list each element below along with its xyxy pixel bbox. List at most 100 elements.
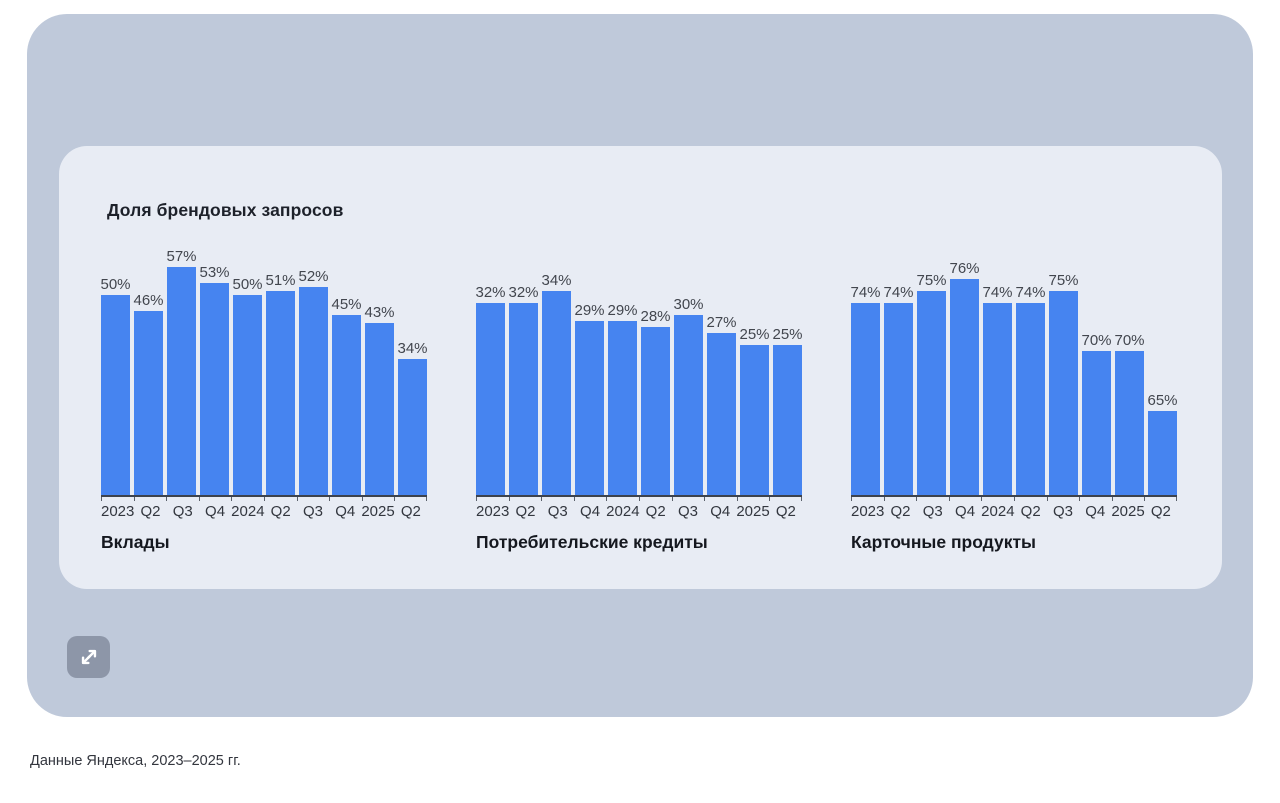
axis-tick: [639, 497, 640, 501]
bar-chart-card-products: 74% 74% 75% 76% 74% 74% 75% 70% 70% 65% 2023 Q2 Q3 Q…: [850, 255, 1178, 553]
chart-title: Потребительские кредиты: [476, 531, 708, 552]
plot-area: 74% 74% 75% 76% 74% 74% 75% 70% 70% 65%: [850, 255, 1178, 497]
x-axis-label: Q2: [890, 503, 911, 520]
bar-value-label: 34%: [541, 272, 572, 289]
bar: 45%: [331, 297, 362, 495]
x-axis-label: 2025: [1111, 503, 1145, 520]
bar: 46%: [133, 293, 164, 495]
bar: 32%: [475, 285, 506, 495]
bar: 50%: [100, 277, 131, 495]
x-axis-labels: 2023 Q2 Q3 Q4 2024 Q2 Q3 Q4 2025 Q2: [851, 503, 1177, 521]
plot-area: 50% 46% 57% 53% 50% 51% 52% 45% 43% 34%: [100, 249, 428, 497]
bar: 51%: [265, 273, 296, 495]
axis-tick: [476, 497, 477, 501]
bar: 74%: [850, 285, 881, 495]
axis-tick: [704, 497, 706, 501]
x-axis-label: Q4: [580, 503, 601, 520]
axis-tick: [769, 497, 771, 501]
bar-value-label: 28%: [640, 308, 671, 325]
axis-tick: [1111, 497, 1113, 501]
bar: 74%: [883, 285, 914, 495]
x-axis-label: Q2: [1150, 503, 1171, 520]
bar-value-label: 25%: [739, 326, 770, 343]
chart-card: Доля брендовых запросов 50% 46% 57% 53% 50% 5…: [59, 146, 1222, 589]
bar: 52%: [298, 269, 329, 495]
axis-tick: [1046, 497, 1048, 501]
x-axis-label: Q2: [400, 503, 421, 520]
bar-value-label: 29%: [607, 302, 638, 319]
x-axis-label: Q2: [515, 503, 536, 520]
axis-tick: [671, 497, 673, 501]
bar: 74%: [1015, 285, 1046, 495]
x-axis-label: Q2: [775, 503, 796, 520]
x-axis-label: Q4: [710, 503, 731, 520]
x-axis-label: 2023: [851, 503, 885, 520]
bar: 75%: [1048, 273, 1079, 495]
axis-tick: [981, 497, 983, 501]
axis-tick: [264, 497, 265, 501]
bar: 70%: [1081, 333, 1112, 495]
chart-title: Вклады: [101, 531, 170, 552]
bar-value-label: 52%: [298, 268, 329, 285]
x-axis-label: Q2: [1020, 503, 1041, 520]
axis-tick: [573, 497, 575, 501]
x-axis-label: Q3: [677, 503, 698, 520]
x-axis-label: 2024: [231, 503, 265, 520]
axis-tick: [231, 497, 233, 501]
x-axis-label: Q4: [955, 503, 976, 520]
bar: 34%: [397, 341, 428, 495]
axis-tick: [508, 497, 510, 501]
axis-ticks: [101, 497, 427, 501]
data-source-caption: Данные Яндекса, 2023–2025 гг.: [30, 753, 241, 769]
bar-value-label: 74%: [1015, 284, 1046, 301]
bar-value-label: 25%: [772, 326, 803, 343]
axis-tick: [606, 497, 608, 501]
bar: 27%: [706, 315, 737, 495]
x-axis-label: Q3: [922, 503, 943, 520]
bar-value-label: 70%: [1114, 332, 1145, 349]
axis-tick: [1014, 497, 1015, 501]
axis-tick: [736, 497, 738, 501]
x-axis-label: Q3: [302, 503, 323, 520]
axis-tick: [851, 497, 852, 501]
axis-tick: [361, 497, 363, 501]
bar-value-label: 65%: [1147, 392, 1178, 409]
bar: 43%: [364, 305, 395, 495]
bar-value-label: 57%: [166, 248, 197, 265]
bar-value-label: 32%: [508, 284, 539, 301]
x-axis-label: Q2: [140, 503, 161, 520]
axis-tick: [916, 497, 918, 501]
bar-value-label: 51%: [265, 272, 296, 289]
axis-tick: [296, 497, 298, 501]
bar: 32%: [508, 285, 539, 495]
charts-row: 50% 46% 57% 53% 50% 51% 52% 45% 43% 34% 2023 Q2 Q3 Q…: [100, 249, 1178, 553]
bar: 76%: [949, 261, 980, 495]
bar-chart-deposits: 50% 46% 57% 53% 50% 51% 52% 45% 43% 34% 2023 Q2 Q3 Q…: [100, 249, 428, 553]
axis-ticks: [851, 497, 1177, 501]
axis-tick: [394, 497, 396, 501]
chart-title: Карточные продукты: [851, 531, 1036, 552]
bar-chart-consumer-loans: 32% 32% 34% 29% 29% 28% 30% 27% 25% 25% 2023 Q2 Q3 Q…: [475, 255, 803, 553]
x-axis-label: Q3: [547, 503, 568, 520]
x-axis-label: 2023: [101, 503, 135, 520]
x-axis-label: Q3: [172, 503, 193, 520]
x-axis-label: 2023: [476, 503, 510, 520]
panel-title: Доля брендовых запросов: [107, 200, 344, 220]
bar: 53%: [199, 265, 230, 495]
axis-tick: [166, 497, 168, 501]
bar-value-label: 74%: [982, 284, 1013, 301]
bar-value-label: 30%: [673, 296, 704, 313]
bar: 25%: [739, 327, 770, 495]
bar-value-label: 29%: [574, 302, 605, 319]
axis-tick: [541, 497, 543, 501]
x-axis-label: 2025: [736, 503, 770, 520]
axis-tick: [1079, 497, 1081, 501]
bar-value-label: 50%: [232, 276, 263, 293]
bar-value-label: 46%: [133, 292, 164, 309]
axis-tick: [329, 497, 331, 501]
axis-tick: [101, 497, 102, 501]
expand-button[interactable]: [67, 636, 110, 678]
x-axis-label: Q4: [1085, 503, 1106, 520]
bar-value-label: 74%: [883, 284, 914, 301]
bar-value-label: 43%: [364, 304, 395, 321]
